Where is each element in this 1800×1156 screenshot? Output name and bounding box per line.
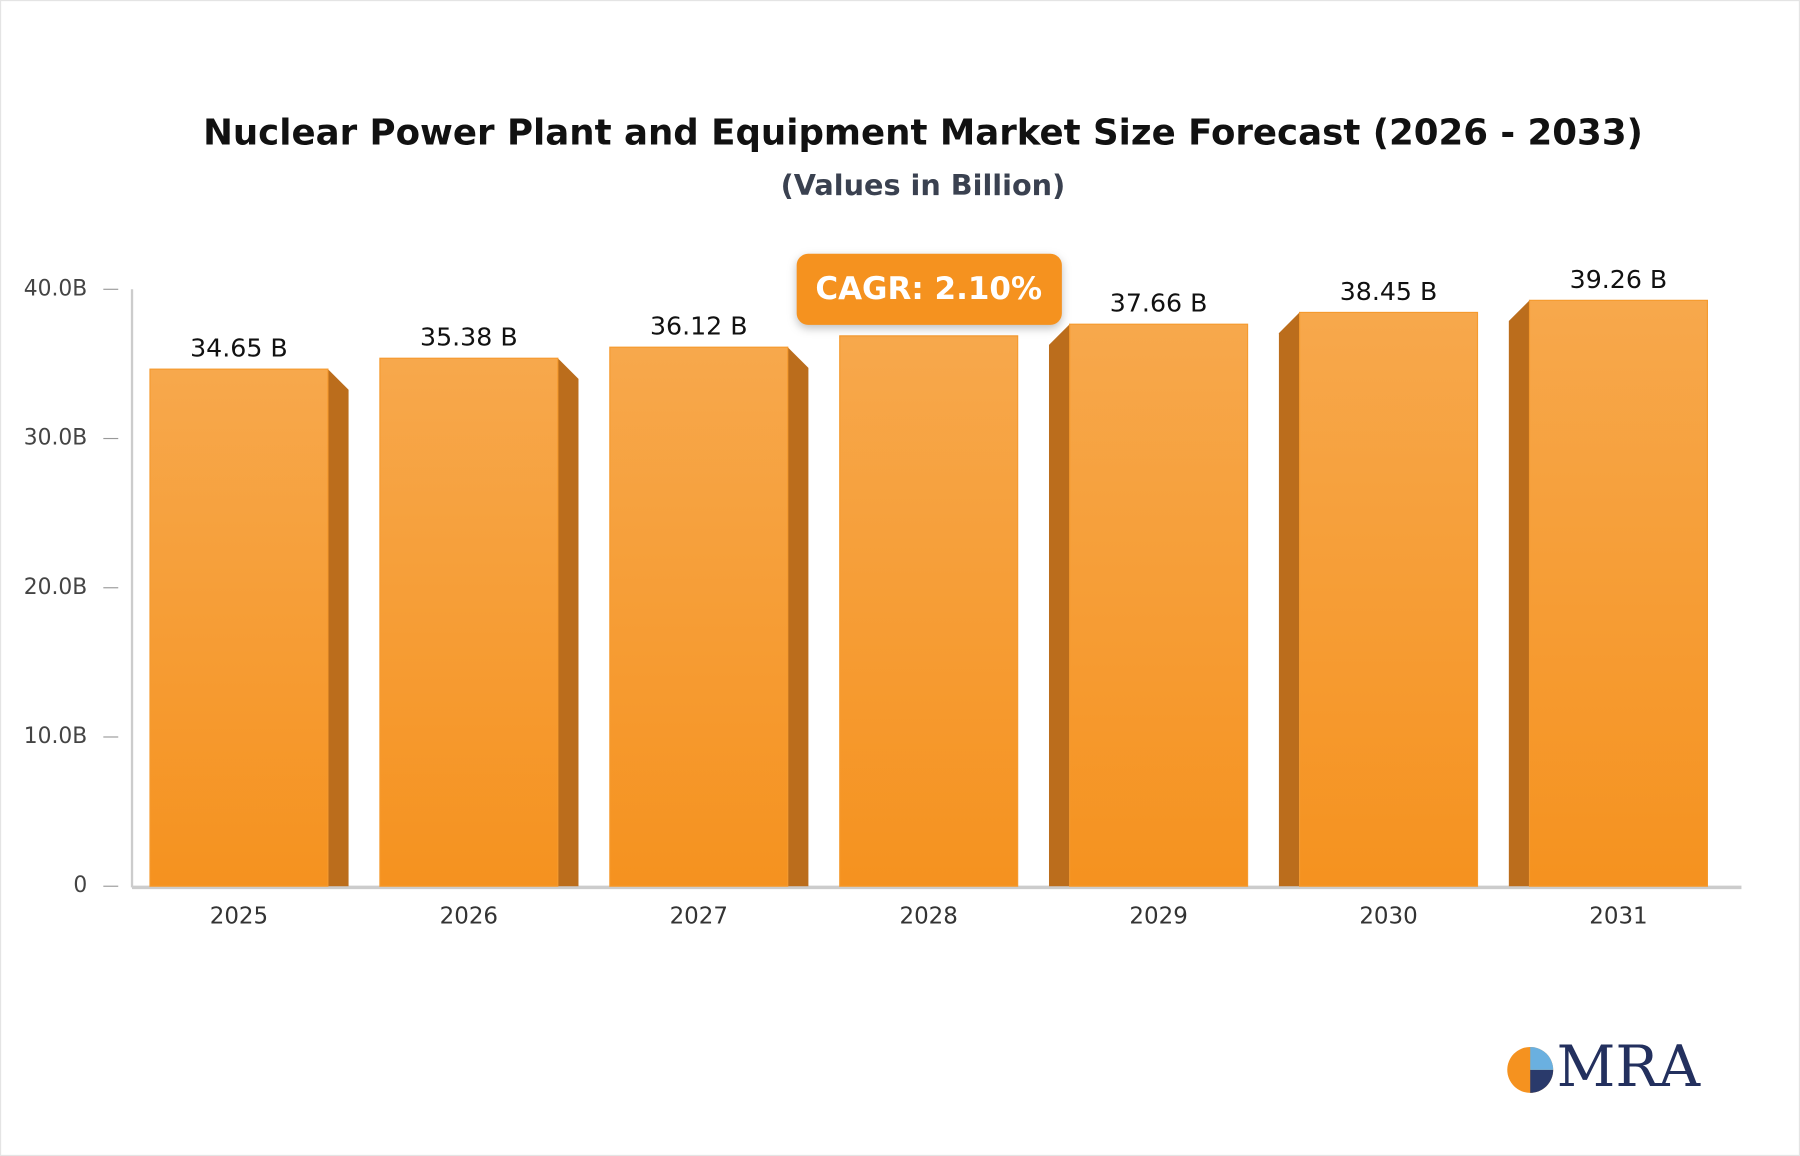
x-tick-label: 2026 xyxy=(440,904,498,930)
bar-side xyxy=(557,358,579,887)
y-tick-label: 10.0B xyxy=(24,724,87,749)
bar-side xyxy=(787,347,809,887)
logo-icon xyxy=(1530,1046,1554,1070)
y-tick-label: 30.0B xyxy=(24,426,87,451)
bar xyxy=(1069,323,1249,887)
bar xyxy=(149,368,329,887)
x-tick-label: 2027 xyxy=(670,904,728,930)
logo-text: MRA xyxy=(1557,1033,1701,1100)
x-tick-label: 2031 xyxy=(1589,904,1647,930)
annotation: CAGR: 2.10% xyxy=(815,271,1042,307)
chart-title: Nuclear Power Plant and Equipment Market… xyxy=(203,112,1643,153)
x-tick-label: 2028 xyxy=(900,904,958,930)
logo-icon xyxy=(1530,1069,1554,1093)
y-tick-label: 0 xyxy=(73,873,87,898)
bar xyxy=(609,346,789,887)
logo: MRA xyxy=(1507,1033,1701,1100)
value-label: 38.45 B xyxy=(1340,277,1438,306)
bar-side xyxy=(1048,324,1070,887)
bar xyxy=(839,335,1019,887)
bar xyxy=(1298,311,1479,887)
annotation-box xyxy=(796,253,1062,325)
y-tick-label: 40.0B xyxy=(24,276,87,301)
x-tick-label: 2030 xyxy=(1359,904,1417,930)
x-tick-label: 2025 xyxy=(210,904,268,930)
x-tick-label: 2029 xyxy=(1129,904,1187,930)
bar-side xyxy=(1508,300,1530,887)
chart-subtitle: (Values in Billion) xyxy=(781,168,1066,202)
bar-side xyxy=(1278,312,1300,887)
value-label: 36.12 B xyxy=(650,312,748,341)
value-label: 35.38 B xyxy=(420,323,518,352)
y-tick-label: 20.0B xyxy=(24,575,87,600)
value-label: 37.66 B xyxy=(1110,289,1208,318)
bar xyxy=(379,357,559,887)
value-label: 39.26 B xyxy=(1570,265,1668,294)
value-label: 34.65 B xyxy=(190,334,288,363)
bar xyxy=(1528,299,1708,887)
bar-side xyxy=(327,369,349,887)
